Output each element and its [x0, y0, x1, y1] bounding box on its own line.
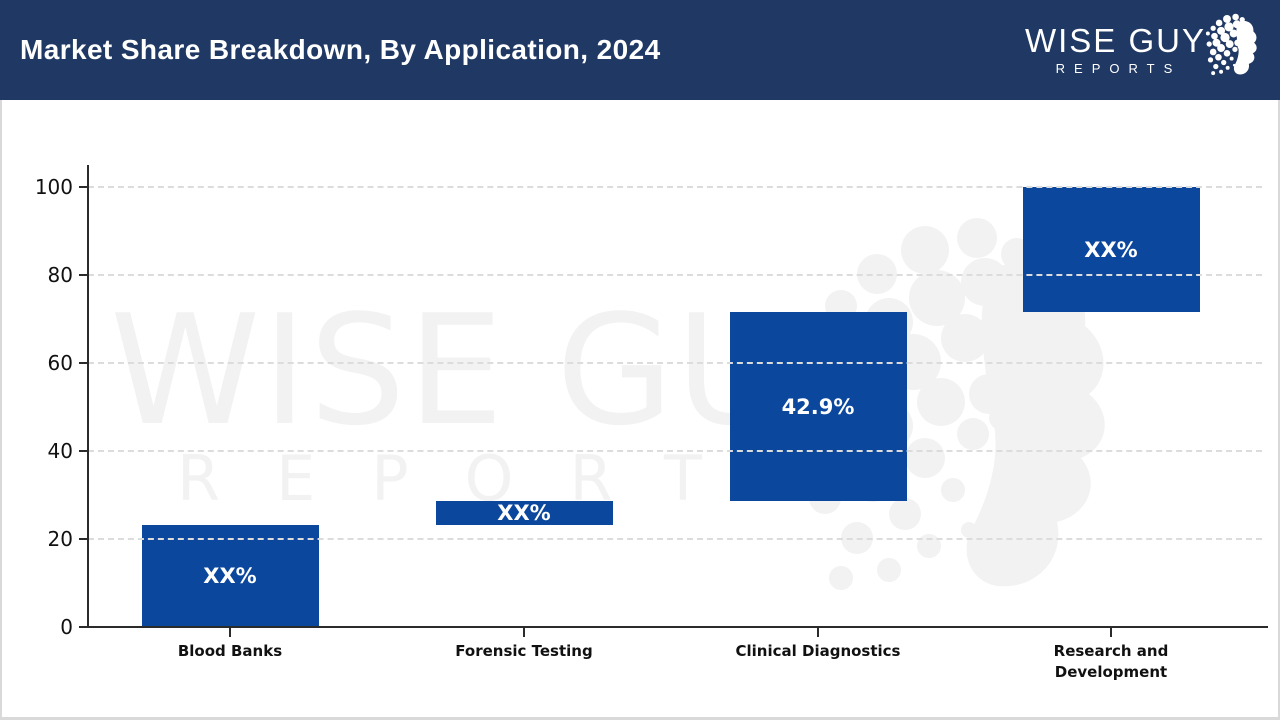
chart-title: Market Share Breakdown, By Application, …	[20, 34, 661, 65]
face-profile-logo-icon	[1205, 13, 1257, 76]
brand-logo-text: WISE GUY REPORTS	[1025, 24, 1206, 76]
brand-name: WISE GUY	[1024, 22, 1206, 59]
chart-canvas: WISE GUY REPORTS	[0, 100, 1280, 720]
header-bar: Market Share Breakdown, By Application, …	[0, 0, 1280, 100]
brand-logo: WISE GUY REPORTS	[1025, 12, 1262, 88]
watermark-face-icon	[797, 218, 1105, 590]
brand-subname: REPORTS	[1055, 61, 1182, 76]
